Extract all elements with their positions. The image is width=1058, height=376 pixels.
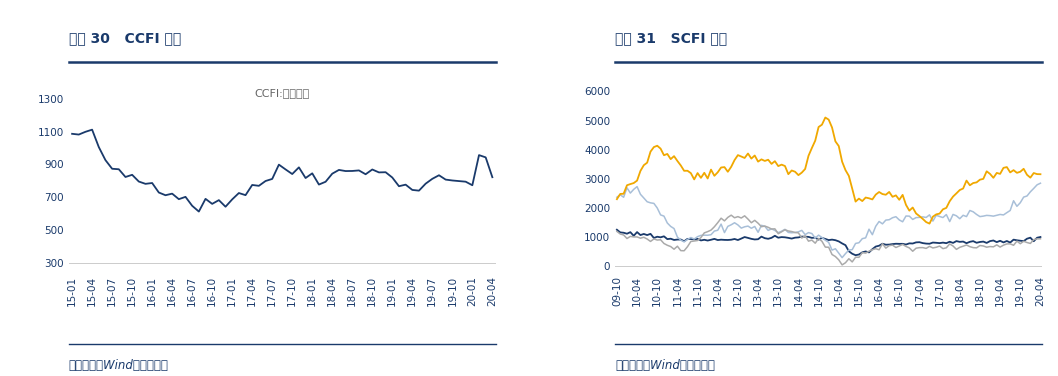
Line: SCFI:综合指数: SCFI:综合指数 [617,230,1040,255]
SCFI:美西航线(基本港) [859,236,872,240]
SCFI:美东航线 [631,178,643,183]
SCFI:美西航线(基本港) [867,232,879,237]
SCFI:欧洲航线(基本港) [862,249,875,253]
SCFI:综合指数 [867,247,879,252]
SCFI:综合指数 [1007,237,1020,242]
SCFI:综合指数 [970,241,983,245]
SCFI:欧洲航线(基本港) [1034,237,1046,241]
SCFI:欧洲航线(基本港) [887,243,899,247]
SCFI:美东航线 [819,115,832,120]
SCFI:欧洲航线(基本港) [973,243,986,248]
SCFI:美东航线 [610,197,623,202]
Line: SCFI:欧洲航线(基本港): SCFI:欧洲航线(基本港) [617,215,1040,265]
SCFI:美西航线(基本港) [631,184,643,189]
SCFI:美东航线 [1010,171,1023,175]
SCFI:综合指数 [1034,235,1046,239]
SCFI:美东航线 [1034,172,1046,176]
SCFI:美东航线 [859,195,872,200]
SCFI:美东航线 [867,197,879,202]
Text: 图表 30   CCFI 指数: 图表 30 CCFI 指数 [69,31,181,45]
Text: CCFI:综合指数: CCFI:综合指数 [255,88,310,99]
SCFI:美西航线(基本港) [836,255,849,260]
SCFI:欧洲航线(基本港) [610,229,623,233]
SCFI:综合指数 [882,242,895,247]
SCFI:欧洲航线(基本港) [836,262,849,267]
SCFI:综合指数 [610,227,623,232]
SCFI:欧洲航线(基本港) [631,235,643,239]
Text: 资料来源：Wind、华创证券: 资料来源：Wind、华创证券 [615,359,715,372]
Line: SCFI:美东航线: SCFI:美东航线 [617,118,1040,224]
SCFI:欧洲航线(基本港) [870,247,882,251]
SCFI:美西航线(基本港) [970,212,983,217]
Line: SCFI:美西航线(基本港): SCFI:美西航线(基本港) [617,183,1040,258]
Text: 资料来源：Wind、华创证券: 资料来源：Wind、华创证券 [69,359,168,372]
SCFI:欧洲航线(基本港) [725,213,737,217]
SCFI:美西航线(基本港) [1007,199,1020,203]
SCFI:美东航线 [882,190,895,194]
SCFI:美东航线 [973,177,986,182]
SCFI:综合指数 [859,249,872,254]
SCFI:美西航线(基本港) [1034,181,1046,185]
SCFI:美东航线 [924,221,936,226]
SCFI:欧洲航线(基本港) [1010,239,1023,243]
Text: 图表 31   SCFI 指数: 图表 31 SCFI 指数 [615,31,727,45]
SCFI:综合指数 [631,230,643,234]
SCFI:美西航线(基本港) [882,217,895,222]
SCFI:综合指数 [850,253,862,258]
SCFI:美西航线(基本港) [610,195,623,200]
